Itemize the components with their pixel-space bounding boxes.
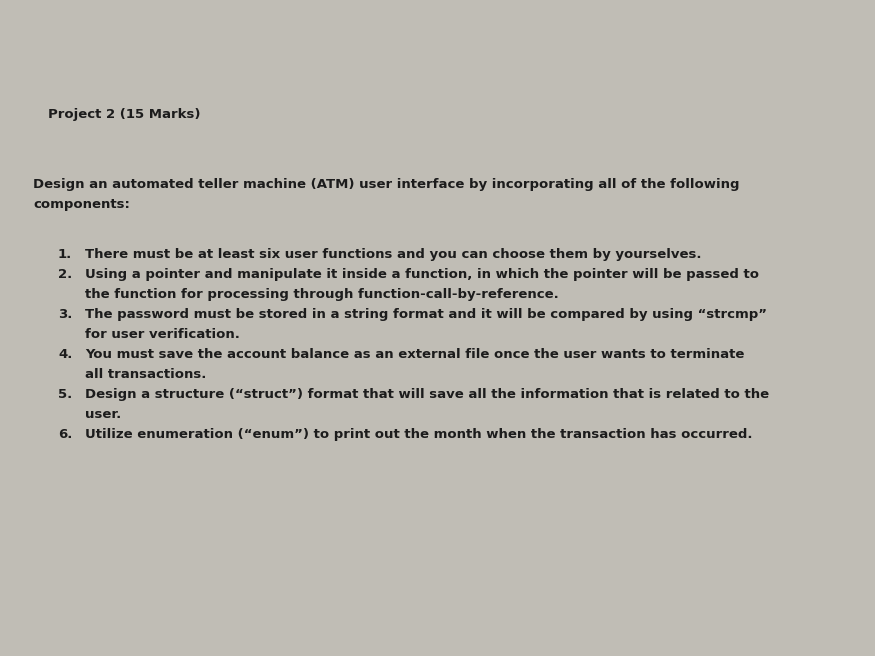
- Text: 2.: 2.: [58, 268, 73, 281]
- Text: 5.: 5.: [58, 388, 73, 401]
- Text: There must be at least six user functions and you can choose them by yourselves.: There must be at least six user function…: [85, 248, 702, 261]
- Text: 1.: 1.: [58, 248, 73, 261]
- Text: Utilize enumeration (“enum”) to print out the month when the transaction has occ: Utilize enumeration (“enum”) to print ou…: [85, 428, 752, 441]
- Text: Design an automated teller machine (ATM) user interface by incorporating all of : Design an automated teller machine (ATM)…: [33, 178, 739, 191]
- Text: for user verification.: for user verification.: [85, 328, 240, 341]
- Text: Design a structure (“struct”) format that will save all the information that is : Design a structure (“struct”) format tha…: [85, 388, 769, 401]
- Text: The password must be stored in a string format and it will be compared by using : The password must be stored in a string …: [85, 308, 767, 321]
- Text: 3.: 3.: [58, 308, 73, 321]
- Text: Project 2 (15 Marks): Project 2 (15 Marks): [48, 108, 200, 121]
- Text: components:: components:: [33, 198, 130, 211]
- Text: Using a pointer and manipulate it inside a function, in which the pointer will b: Using a pointer and manipulate it inside…: [85, 268, 759, 281]
- Text: user.: user.: [85, 408, 122, 421]
- Text: You must save the account balance as an external file once the user wants to ter: You must save the account balance as an …: [85, 348, 745, 361]
- Text: all transactions.: all transactions.: [85, 368, 206, 381]
- Text: 4.: 4.: [58, 348, 73, 361]
- Text: 6.: 6.: [58, 428, 73, 441]
- Text: the function for processing through function-call-by-reference.: the function for processing through func…: [85, 288, 559, 301]
